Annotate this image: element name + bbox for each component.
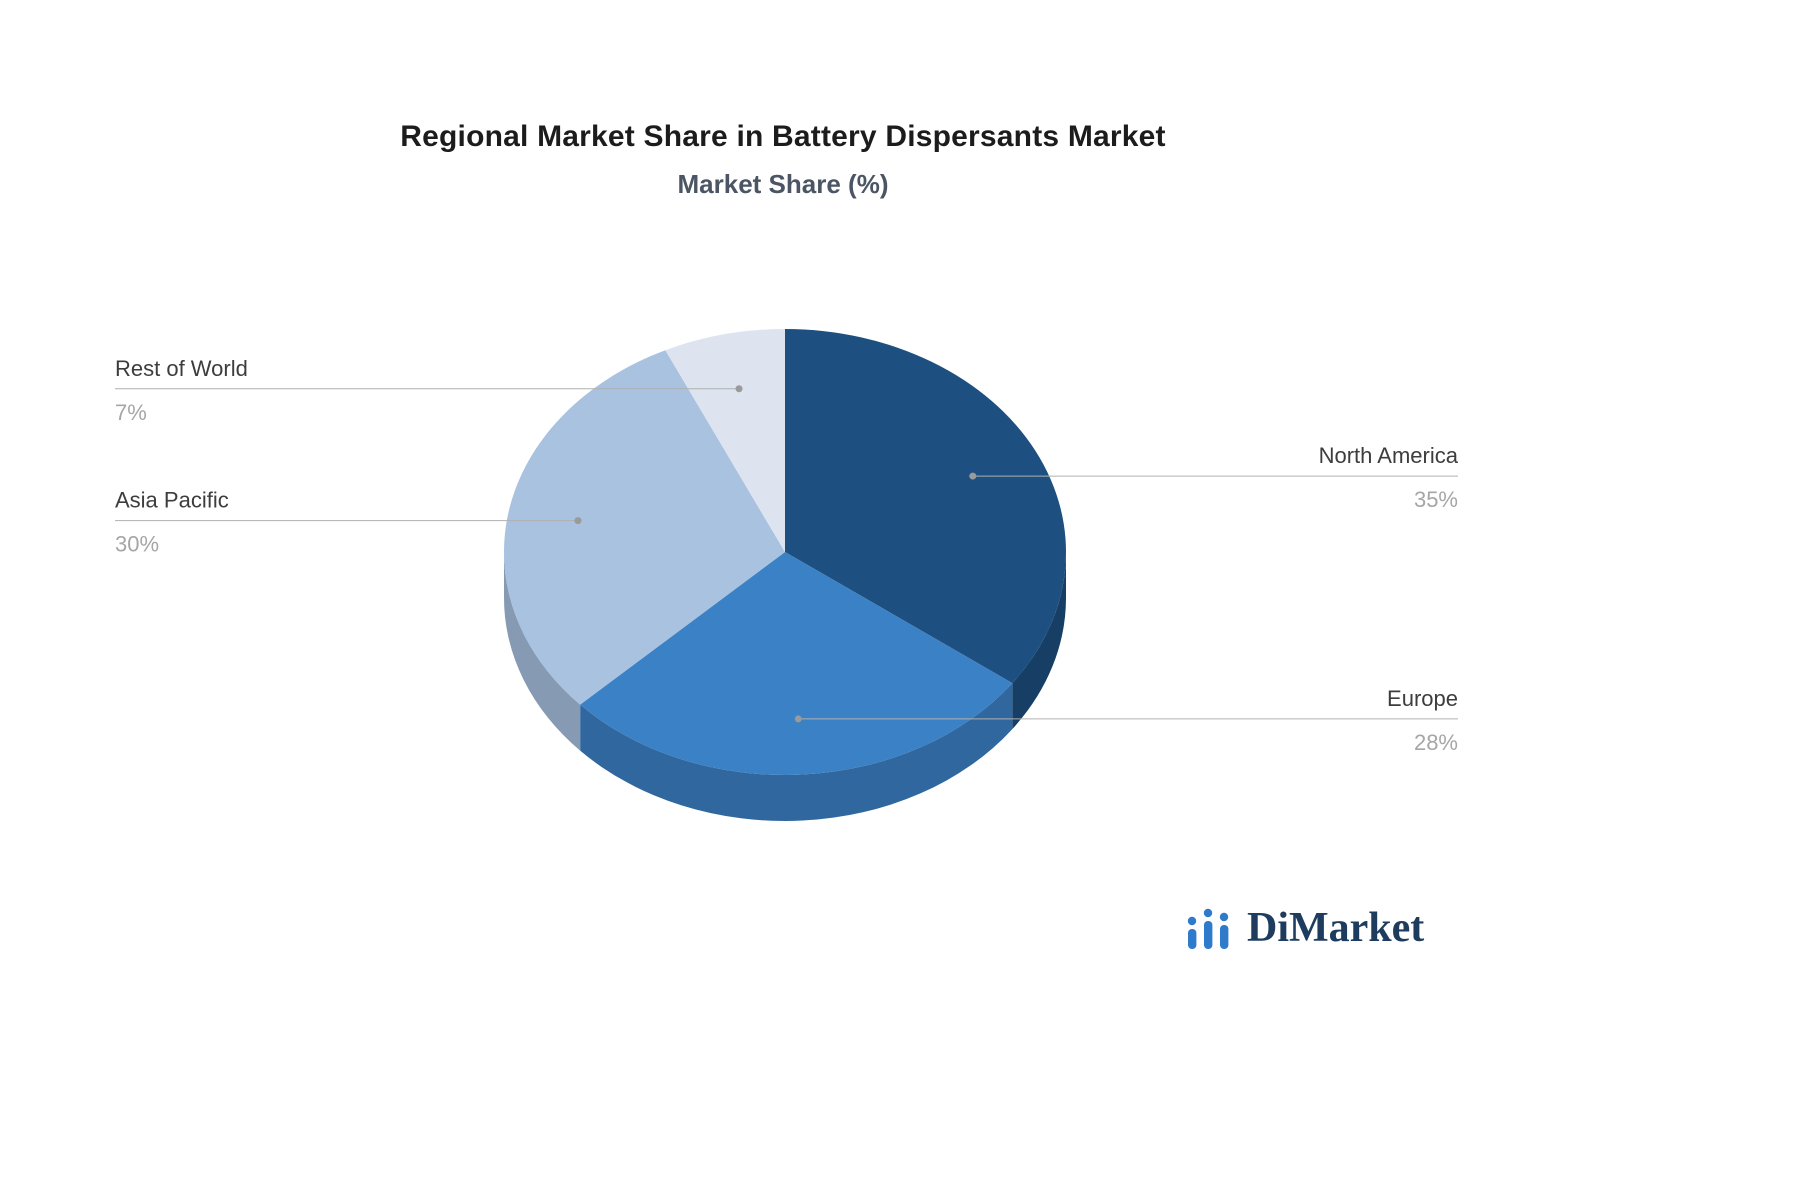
slice-label-rest-of-world: Rest of World: [115, 356, 248, 381]
pie-slice-north-america[interactable]: [785, 329, 1066, 684]
dimarket-logo-text: DiMarket: [1247, 905, 1425, 951]
slice-label-asia-pacific: Asia Pacific: [115, 488, 229, 513]
callout-dot-rest-of-world: [735, 385, 743, 393]
slice-label-europe: Europe: [1387, 686, 1458, 711]
slice-value-europe: 28%: [1414, 730, 1458, 755]
chart-subtitle: Market Share (%): [677, 169, 889, 199]
pie-slice-side-europe: [580, 683, 1013, 821]
pie-slice-rest-of-world[interactable]: [665, 329, 785, 552]
callout-dot-europe: [794, 715, 802, 723]
dimarket-logo: DiMarket: [1183, 903, 1424, 949]
callout-dot-asia-pacific: [574, 517, 582, 525]
callout-dot-north-america: [969, 472, 977, 480]
pie-slice-asia-pacific[interactable]: [504, 350, 785, 705]
slice-value-north-america: 35%: [1414, 487, 1458, 512]
slice-value-rest-of-world: 7%: [115, 400, 147, 425]
bar-chart-dots-icon: [1187, 908, 1229, 949]
slice-label-north-america: North America: [1319, 443, 1459, 468]
chart-title: Regional Market Share in Battery Dispers…: [400, 120, 1166, 153]
pie-slice-side-north-america: [1012, 552, 1066, 730]
slice-value-asia-pacific: 30%: [115, 532, 159, 557]
pie-slice-side-asia-pacific: [504, 552, 581, 751]
